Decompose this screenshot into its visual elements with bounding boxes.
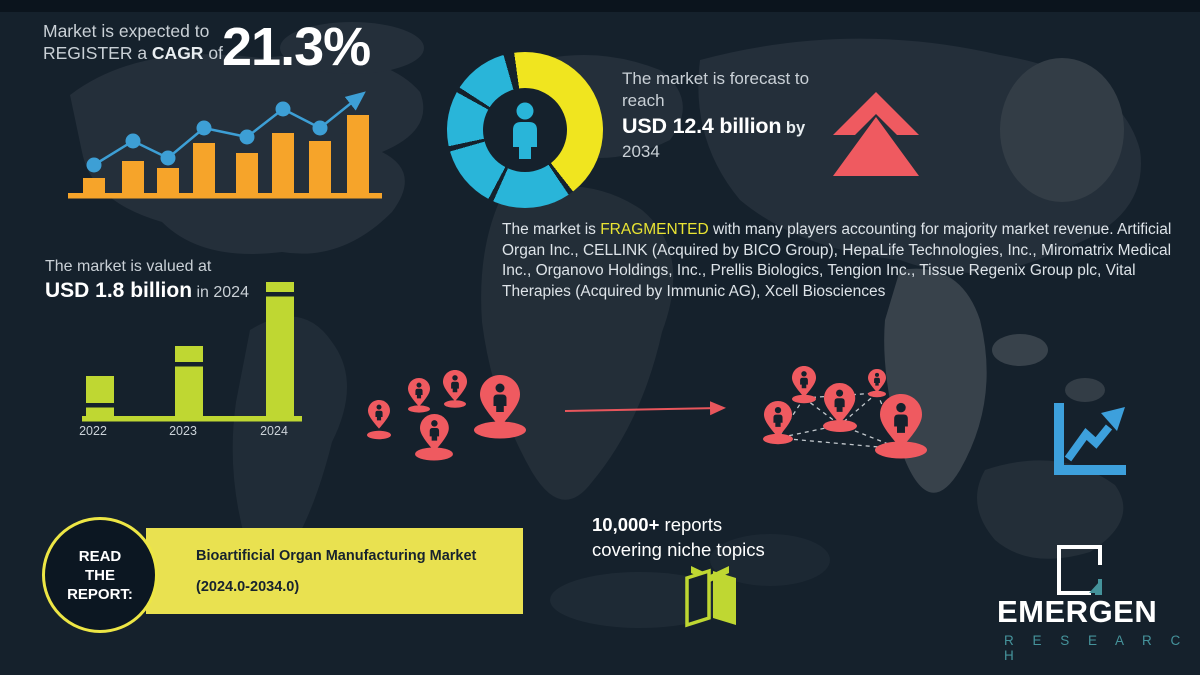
reports-count-rest: reports [659,514,723,535]
open-book-icon [685,566,736,628]
read-report-line2: THE [85,566,115,584]
map-pin-icon [480,375,520,427]
cagr-line2-bold: CAGR [151,43,204,63]
map-pin-icon [880,394,922,449]
report-banner-text: Bioartificial Organ Manufacturing Market… [196,548,477,595]
cagr-value: 21.3% [222,17,371,77]
forecast-value: USD 12.4 billion [622,114,782,138]
market-value-chart [82,282,302,422]
reports-count: 10,000+ [592,514,660,535]
emergen-logo-mark [1057,545,1102,595]
forecast-block: The market is forecast to reach USD 12.4… [622,68,809,163]
map-pin-icon [868,369,886,393]
bottom-border-strip [0,0,1200,12]
year-label-2022: 2022 [79,424,107,438]
valued-line1: The market is valued at [45,258,212,275]
donut-center [483,88,567,172]
map-pin-icon [792,366,816,398]
year-label-2024: 2024 [260,424,288,438]
map-pin-icon [764,401,792,438]
map-pins-graphic [367,366,927,461]
map-pin-icon [420,414,449,452]
market-share-donut [447,52,603,208]
read-report-line3: REPORT: [67,585,133,603]
forecast-line1: The market is forecast to [622,69,810,88]
forecast-suffix: by [781,119,806,137]
cagr-line2-pre: REGISTER a [43,43,152,63]
map-pin-icon [368,400,390,429]
map-pin-icon [443,370,467,402]
valued-suffix: in 2024 [192,284,249,301]
fragmented-highlight: FRAGMENTED [600,221,709,238]
fragmented-post: with many players accounting for majorit… [502,221,1172,300]
valued-block: The market is valued at USD 1.8 billion … [45,255,249,305]
growth-chart-icon [1054,403,1126,475]
brand-name: EMERGEN [997,594,1158,629]
valued-value: USD 1.8 billion [45,279,193,302]
cagr-trend-chart [68,91,382,199]
map-pin-icon [408,378,430,407]
forecast-line2: reach [622,91,665,110]
reports-count-block: 10,000+ reports covering niche topics [592,512,765,562]
reports-line2: covering niche topics [592,539,765,560]
read-report-button[interactable]: READ THE REPORT: [42,517,158,633]
cagr-headline: Market is expected to REGISTER a CAGR of [43,20,223,64]
map-pin-icon [824,383,856,424]
flow-arrow [564,401,726,416]
brand-subtitle: R E S E A R C H [1004,633,1188,663]
fragmented-paragraph: The market is FRAGMENTED with many playe… [502,220,1174,302]
year-label-2023: 2023 [169,424,197,438]
person-icon [513,102,537,159]
forecast-year: 2034 [622,142,660,161]
cagr-line1: Market is expected to [43,21,210,41]
cagr-line2-post: of [203,43,223,63]
double-up-arrow-icon [833,92,919,176]
fragmented-pre: The market is [502,221,601,238]
read-report-line1: READ [78,547,122,565]
report-banner[interactable]: Bioartificial Organ Manufacturing Market… [146,528,523,614]
